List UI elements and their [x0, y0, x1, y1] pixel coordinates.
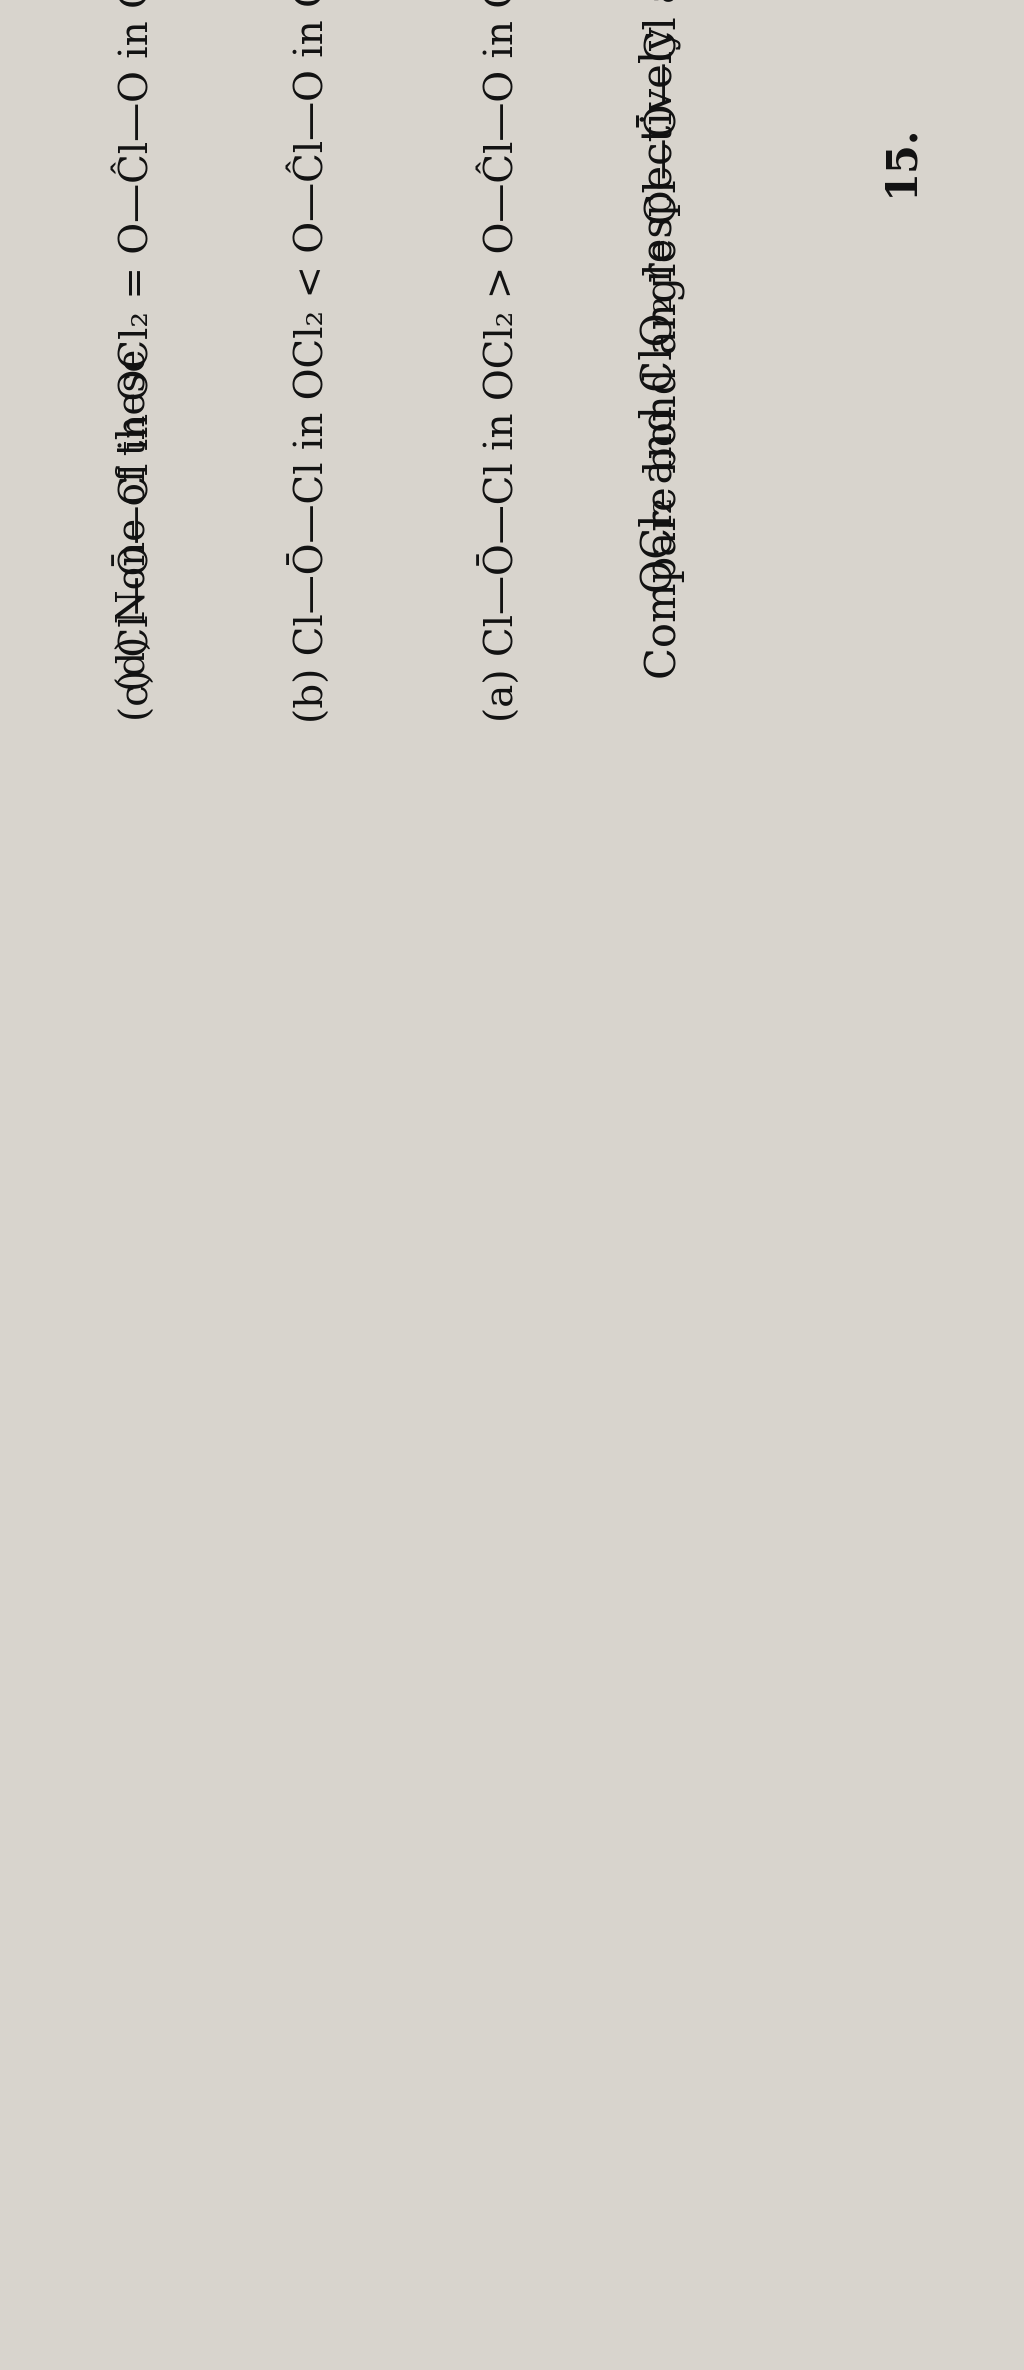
Text: 15.: 15. — [879, 123, 921, 197]
Text: OCl₂ and ClO₂ respectively: OCl₂ and ClO₂ respectively — [639, 26, 681, 592]
Text: (a) Cl—Ō—Cl in OCl₂ > O—Ĉl—O in ClO₂: (a) Cl—Ō—Cl in OCl₂ > O—Ĉl—O in ClO₂ — [478, 0, 521, 723]
Text: (d) None of these: (d) None of these — [117, 348, 154, 692]
Text: (b) Cl—Ō—Cl in OCl₂ < O—Ĉl—O in ClO₂: (b) Cl—Ō—Cl in OCl₂ < O—Ĉl—O in ClO₂ — [289, 0, 332, 723]
Text: Compare bond angle Cl—Ō—Cl and O—Ĉl—O in: Compare bond angle Cl—Ō—Cl and O—Ĉl—O in — [635, 0, 685, 680]
Text: (c) Cl—Ō—Cl in OCl₂ = O—Ĉl—O in ClO₂: (c) Cl—Ō—Cl in OCl₂ = O—Ĉl—O in ClO₂ — [114, 0, 157, 720]
